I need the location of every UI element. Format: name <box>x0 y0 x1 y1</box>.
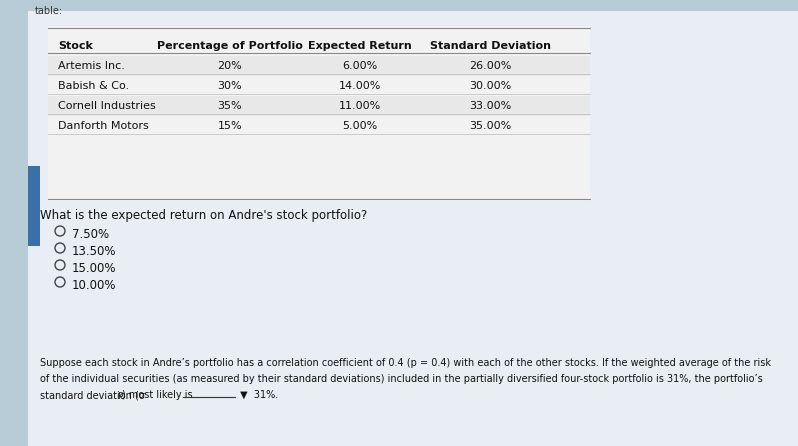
FancyBboxPatch shape <box>48 56 590 76</box>
Text: 13.50%: 13.50% <box>72 245 117 258</box>
Text: 6.00%: 6.00% <box>342 61 377 71</box>
Text: 35%: 35% <box>218 101 243 111</box>
Text: Babish & Co.: Babish & Co. <box>58 81 129 91</box>
Text: 5.00%: 5.00% <box>342 121 377 131</box>
Text: p: p <box>117 390 123 399</box>
FancyBboxPatch shape <box>28 11 798 446</box>
Text: 30%: 30% <box>218 81 243 91</box>
FancyBboxPatch shape <box>28 166 40 246</box>
Text: 11.00%: 11.00% <box>339 101 381 111</box>
FancyBboxPatch shape <box>48 26 590 201</box>
Text: 30.00%: 30.00% <box>469 81 512 91</box>
Text: 15.00%: 15.00% <box>72 262 117 275</box>
Text: ) most likely is: ) most likely is <box>122 390 193 400</box>
Text: ▼  31%.: ▼ 31%. <box>237 390 279 400</box>
Text: Expected Return: Expected Return <box>308 41 412 51</box>
FancyBboxPatch shape <box>48 116 590 136</box>
Text: Cornell Industries: Cornell Industries <box>58 101 156 111</box>
Text: table:: table: <box>35 6 63 16</box>
Text: standard deviation (σ: standard deviation (σ <box>40 390 145 400</box>
Text: 14.00%: 14.00% <box>339 81 381 91</box>
Text: 15%: 15% <box>218 121 243 131</box>
Text: Standard Deviation: Standard Deviation <box>429 41 551 51</box>
Text: 33.00%: 33.00% <box>469 101 512 111</box>
Text: of the individual securities (as measured by their standard deviations) included: of the individual securities (as measure… <box>40 374 763 384</box>
Text: Suppose each stock in Andre’s portfolio has a correlation coefficient of 0.4 (p : Suppose each stock in Andre’s portfolio … <box>40 358 771 368</box>
Text: 10.00%: 10.00% <box>72 279 117 292</box>
Text: 26.00%: 26.00% <box>468 61 512 71</box>
Text: 20%: 20% <box>218 61 243 71</box>
Text: What is the expected return on Andre's stock portfolio?: What is the expected return on Andre's s… <box>40 209 367 222</box>
Text: Stock: Stock <box>58 41 93 51</box>
Text: Percentage of Portfolio: Percentage of Portfolio <box>157 41 303 51</box>
Text: 35.00%: 35.00% <box>469 121 512 131</box>
Text: 7.50%: 7.50% <box>72 228 109 241</box>
FancyBboxPatch shape <box>48 96 590 116</box>
FancyBboxPatch shape <box>48 76 590 96</box>
Text: Artemis Inc.: Artemis Inc. <box>58 61 124 71</box>
Text: Danforth Motors: Danforth Motors <box>58 121 148 131</box>
